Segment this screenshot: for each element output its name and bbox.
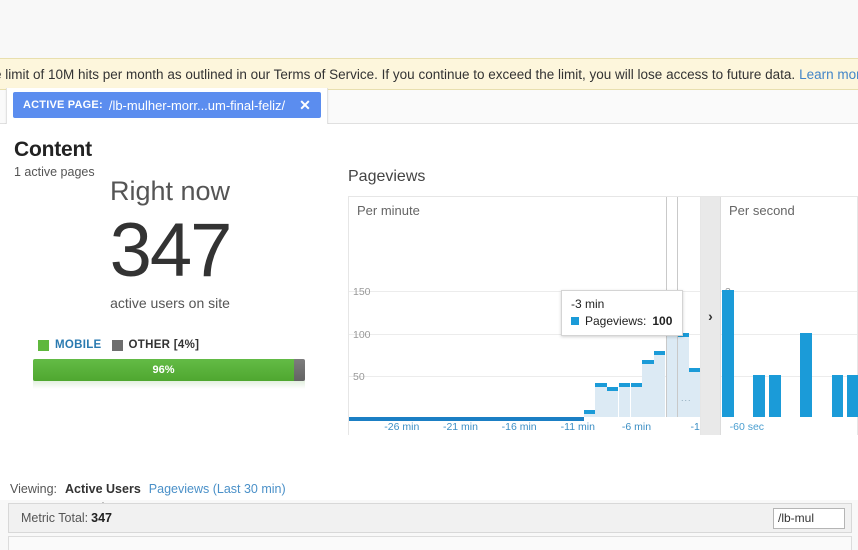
active-users-caption: active users on site: [110, 295, 230, 311]
ratio-other-segment: [294, 359, 305, 381]
device-legend: MOBILE OTHER [4%]: [38, 339, 340, 351]
pageviews-panel: Pageviews Per minute 50 100 150 -26 min -21 …: [348, 168, 858, 435]
y-axis-tick: 150: [353, 286, 371, 299]
close-icon[interactable]: ✕: [299, 97, 311, 113]
ratio-mobile-pct: 96%: [152, 364, 175, 376]
legend-item-mobile[interactable]: MOBILE: [38, 339, 102, 351]
y-axis-tick: 100: [353, 328, 371, 341]
metric-total-group: Metric Total: 347: [21, 511, 112, 525]
bar[interactable]: [689, 368, 701, 417]
hit-limit-warning-banner: e limit of 10M hits per month as outline…: [0, 58, 858, 90]
bar[interactable]: [618, 383, 631, 417]
active-page-chip-bar: ACTIVE PAGE: /lb-mulher-morr...um-final-…: [0, 88, 858, 125]
x-axis-tick: -21 min: [442, 421, 478, 433]
search-input[interactable]: [773, 507, 845, 529]
legend-item-other[interactable]: OTHER [4%]: [111, 339, 200, 351]
right-now-title: Right now: [109, 176, 231, 206]
chart-next-button[interactable]: ›: [701, 197, 721, 435]
results-table-header: [8, 536, 852, 550]
bar[interactable]: [642, 359, 654, 417]
gridline: [721, 333, 857, 335]
per-second-plot: 123-60 sec-45 sec: [721, 197, 858, 435]
active-users-count: 347: [109, 208, 233, 293]
viewing-bar: Viewing: Active Users Pageviews (Last 30…: [0, 478, 858, 509]
gridline: [721, 375, 857, 377]
ratio-mobile-segment: 96%: [33, 359, 295, 381]
tooltip-series: Pageviews:: [585, 314, 647, 328]
metric-total-bar: Metric Total: 347: [8, 503, 852, 533]
chevron-right-icon: ›: [708, 308, 713, 324]
bar[interactable]: [831, 374, 844, 417]
other-swatch-icon: [111, 339, 123, 351]
bar[interactable]: [654, 351, 666, 417]
chip-container: ACTIVE PAGE: /lb-mulher-morr...um-final-…: [6, 88, 328, 125]
bar[interactable]: [607, 386, 619, 417]
tooltip-value: 100: [652, 314, 673, 328]
tab-active-users[interactable]: Active Users: [65, 482, 141, 509]
per-minute-plot: 50 100 150 -26 min -21 min -16 min -11 min -6 m…: [349, 197, 701, 435]
legend-label-mobile: MOBILE: [55, 339, 102, 351]
mobile-swatch-icon: [38, 339, 49, 351]
gridline: [349, 375, 700, 377]
bar[interactable]: [753, 374, 766, 417]
truncation-dots: ...: [681, 393, 692, 403]
per-minute-label: Per minute: [357, 203, 420, 218]
per-minute-chart[interactable]: Per minute 50 100 150 -26 min -21 min -16 min…: [349, 197, 701, 435]
per-second-chart[interactable]: Per second 123-60 sec-45 sec: [721, 197, 858, 435]
tooltip-title: -3 min: [571, 297, 605, 311]
x-axis-tick: -11 min: [560, 421, 595, 433]
gridline: [349, 291, 700, 293]
pageviews-charts: Per minute 50 100 150 -26 min -21 min -16 min…: [348, 196, 858, 435]
per-second-label: Per second: [729, 203, 795, 218]
ratio-bar-reflection: [33, 381, 305, 389]
x-axis-tick: -6 min: [621, 421, 652, 433]
chart-tooltip: -3 min Pageviews: 100: [561, 290, 684, 336]
x-axis-tick: -1: [690, 421, 700, 433]
bar[interactable]: [583, 410, 595, 417]
page-subtitle: 1 active pages: [14, 165, 95, 179]
chip-label: ACTIVE PAGE:: [23, 99, 103, 111]
bar-series: [721, 197, 858, 417]
warning-text: e limit of 10M hits per month as outline…: [0, 66, 796, 82]
tooltip-swatch-icon: [571, 317, 579, 325]
top-empty-strip: [0, 0, 858, 58]
bar[interactable]: [800, 332, 813, 417]
metric-total-label: Metric Total:: [21, 511, 89, 525]
tooltip-row: Pageviews: 100: [571, 314, 672, 328]
x-axis-tick: -16 min: [501, 421, 537, 433]
legend-label-other: OTHER [4%]: [128, 339, 200, 351]
learn-more-link[interactable]: Learn more ab: [799, 66, 858, 82]
bar[interactable]: [677, 332, 689, 417]
active-page-chip[interactable]: ACTIVE PAGE: /lb-mulher-morr...um-final-…: [13, 92, 321, 118]
content-header: Content 1 active pages: [0, 124, 858, 179]
bar-series: [349, 197, 701, 417]
bar[interactable]: [722, 290, 734, 417]
main-content: Content 1 active pages Right now 347 act…: [0, 124, 858, 480]
gridline: [721, 291, 857, 293]
metric-total-value: 347: [91, 511, 113, 525]
bar[interactable]: [595, 383, 607, 417]
y-axis-tick: 50: [353, 370, 365, 383]
page-title: Content: [14, 138, 92, 161]
bar[interactable]: [847, 374, 858, 417]
bar[interactable]: [630, 383, 642, 417]
zero-region-axis-accent: [349, 417, 584, 421]
pageviews-title: Pageviews: [348, 168, 426, 185]
tab-active-users-label: Active Users: [65, 482, 141, 496]
device-ratio-bar: 96%: [33, 359, 305, 381]
bar[interactable]: [769, 374, 781, 417]
x-axis-tick: -60 sec: [729, 421, 765, 433]
chip-value: /lb-mulher-morr...um-final-feliz/: [108, 97, 286, 113]
right-now-panel: Right now 347 active users on site MOBIL…: [0, 172, 340, 389]
x-axis-tick: -26 min: [384, 421, 420, 433]
gridline: [349, 333, 700, 335]
viewing-label: Viewing:: [10, 482, 58, 496]
tab-pageviews-30min[interactable]: Pageviews (Last 30 min): [148, 482, 286, 496]
